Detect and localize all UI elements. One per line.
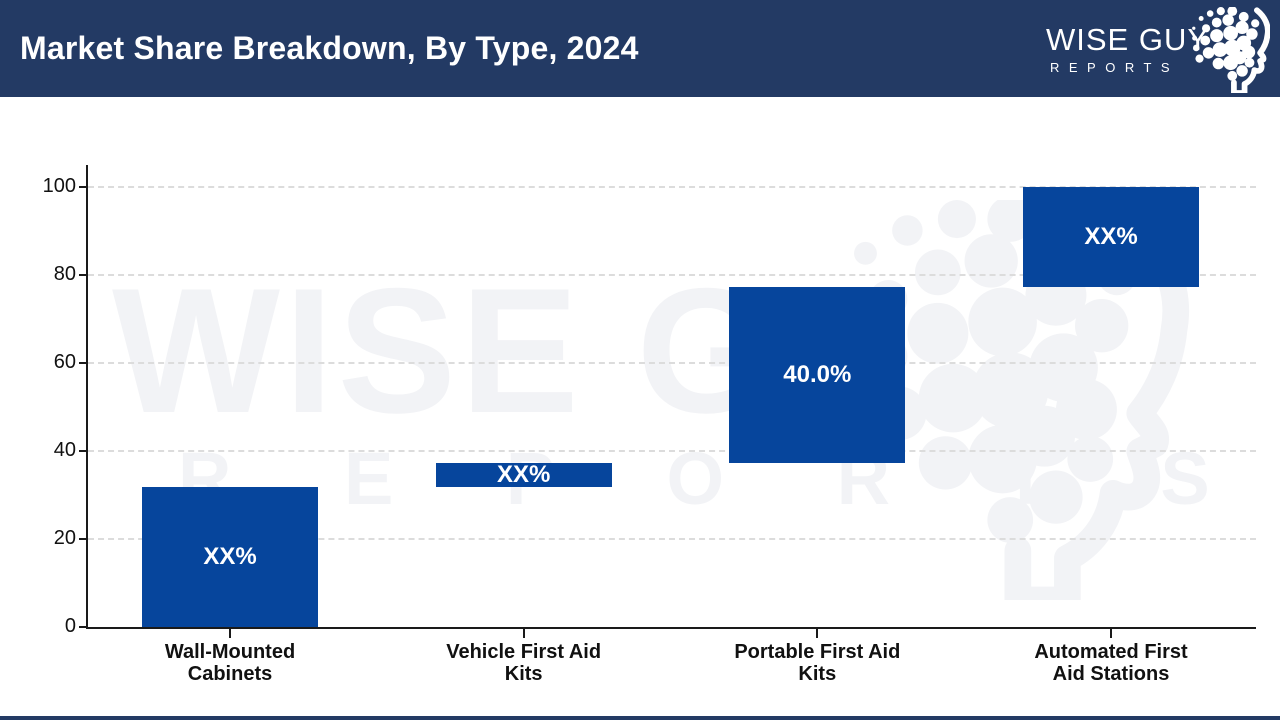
waterfall-bar: XX% [435, 460, 612, 488]
y-tick-mark [79, 186, 88, 188]
page-title: Market Share Breakdown, By Type, 2024 [20, 30, 639, 66]
category-label-line: Cabinets [187, 663, 273, 685]
category-label: Wall-Mounted Cabinets [100, 641, 360, 685]
y-gridline [88, 274, 1256, 276]
bar-value-label: XX% [203, 543, 257, 571]
y-tick-label: 40 [53, 439, 76, 461]
bar-value-label: XX% [1084, 222, 1138, 250]
y-tick-label: 0 [64, 615, 76, 637]
category-label: Portable First Aid Kits [687, 641, 947, 685]
footer-bar [0, 716, 1280, 720]
x-tick-mark [522, 629, 525, 638]
category-label-line: Portable First Aid [734, 641, 901, 663]
y-gridline [88, 362, 1256, 364]
x-tick-mark [816, 629, 819, 638]
logo-subtitle: REPORTS [1050, 60, 1180, 75]
y-tick-mark [79, 626, 88, 628]
category-label-line: Wall-Mounted [164, 641, 296, 663]
y-tick-label: 100 [42, 175, 76, 197]
wiseguy-logo: WISE GUY REPORTS [1010, 4, 1270, 94]
y-tick-label: 20 [53, 527, 76, 549]
y-tick-mark [79, 450, 88, 452]
category-label-line: Aid Stations [1052, 663, 1170, 685]
y-tick-mark [79, 538, 88, 540]
x-tick-mark [229, 629, 231, 638]
header-band: Market Share Breakdown, By Type, 2024 WI… [0, 0, 1280, 97]
wiseguy-head-icon [1192, 7, 1270, 93]
waterfall-bar: XX% [142, 487, 318, 627]
y-gridline [88, 538, 1256, 540]
category-label-line: Kits [798, 663, 837, 685]
y-gridline [88, 450, 1256, 452]
y-tick-mark [79, 274, 88, 276]
category-label: Vehicle First Aid Kits [394, 641, 654, 685]
waterfall-bar: 40.0% [729, 286, 906, 463]
category-label: Automated First Aid Stations [981, 641, 1241, 685]
bar-value-label: XX% [496, 460, 551, 488]
category-label-line: Kits [504, 663, 543, 685]
wiseguy-logo-text: WISE GUY REPORTS [1046, 22, 1209, 75]
waterfall-bar: XX% [1023, 187, 1199, 287]
category-label-line: Automated First [1034, 641, 1188, 663]
y-tick-mark [79, 362, 88, 364]
y-gridline [88, 186, 1256, 188]
x-axis-spine [86, 627, 1256, 629]
bar-value-label: 40.0% [783, 360, 852, 388]
y-tick-label: 80 [53, 263, 76, 285]
logo-wordmark: WISE GUY [1046, 22, 1210, 57]
y-axis-spine [86, 165, 88, 629]
y-tick-label: 60 [53, 351, 76, 373]
category-label-line: Vehicle First Aid [446, 641, 602, 663]
x-tick-mark [1110, 629, 1112, 638]
